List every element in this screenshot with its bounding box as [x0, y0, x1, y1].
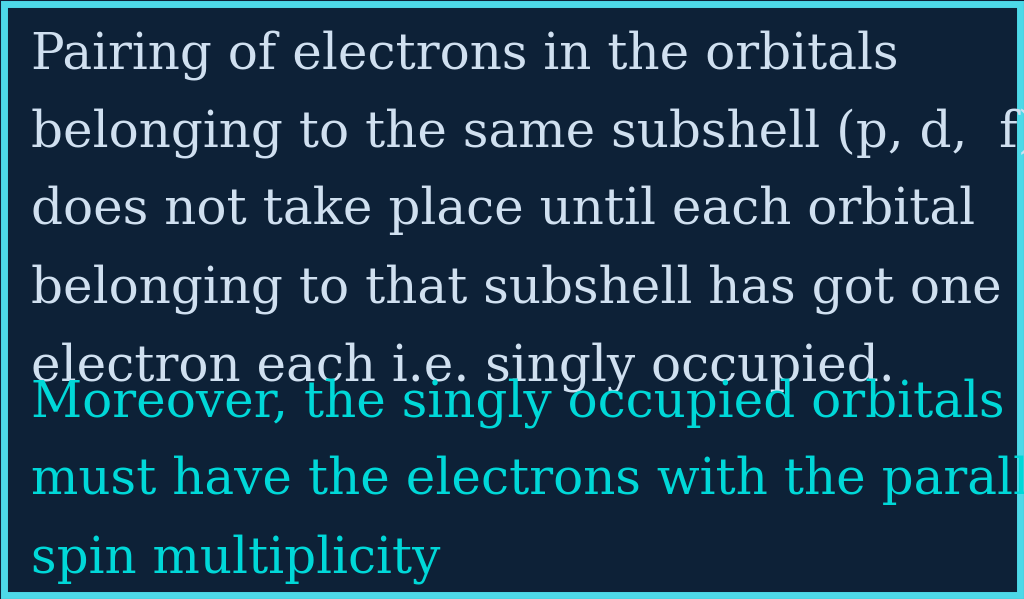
Text: must have the electrons with the parallel: must have the electrons with the paralle… — [31, 456, 1024, 506]
Text: electron each i.e. singly occupied.: electron each i.e. singly occupied. — [31, 342, 895, 392]
Text: belonging to the same subshell (p, d,  f): belonging to the same subshell (p, d, f) — [31, 108, 1024, 158]
Text: Moreover, the singly occupied orbitals: Moreover, the singly occupied orbitals — [31, 378, 1005, 428]
Text: Pairing of electrons in the orbitals: Pairing of electrons in the orbitals — [31, 30, 898, 80]
Text: belonging to that subshell has got one: belonging to that subshell has got one — [31, 264, 1001, 314]
Text: spin multiplicity: spin multiplicity — [31, 534, 440, 584]
Text: does not take place until each orbital: does not take place until each orbital — [31, 186, 975, 235]
